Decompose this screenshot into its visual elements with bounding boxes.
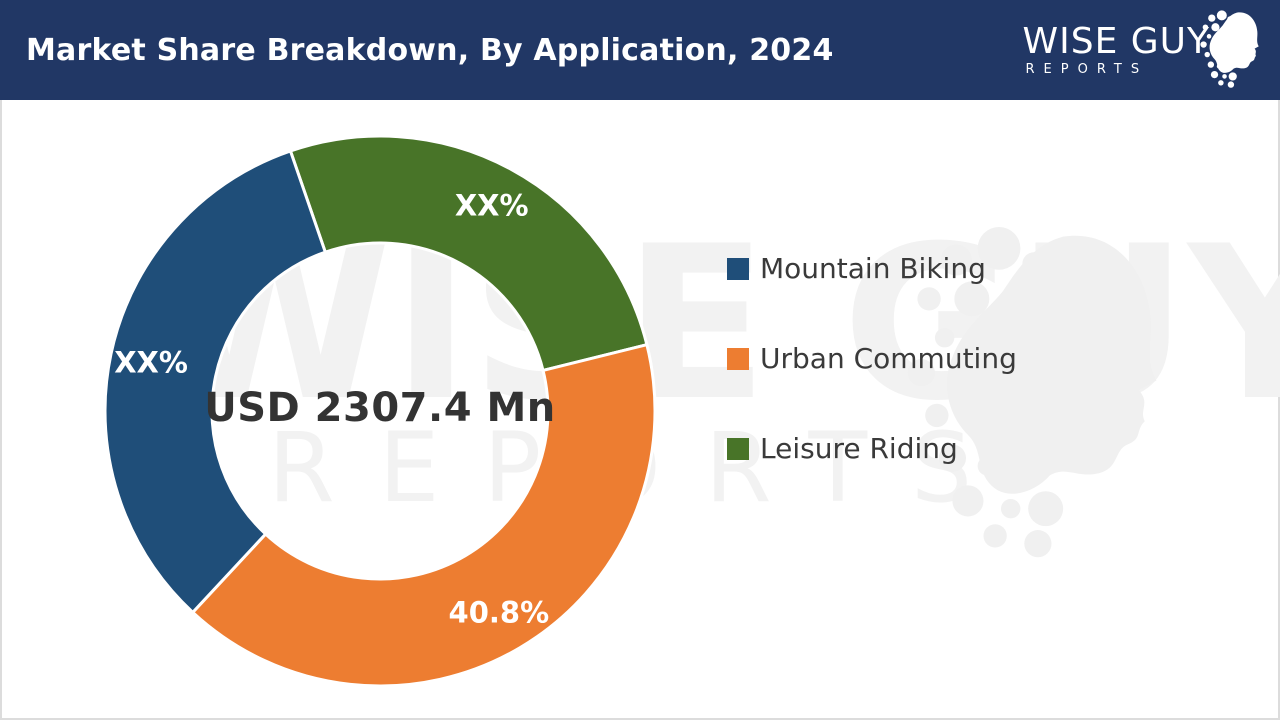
slice-value-label: XX% xyxy=(114,346,188,380)
donut-segment-mountain-biking xyxy=(103,149,328,615)
legend-item-urban-commuting: Urban Commuting xyxy=(727,342,1017,376)
logo-reports-text: REPORTS xyxy=(1025,62,1149,78)
legend-label: Mountain Biking xyxy=(760,252,986,285)
chart-legend: Mountain Biking Urban Commuting Leisure … xyxy=(727,252,1017,522)
donut-chart: XX% 40.8% XX% xyxy=(103,134,657,688)
slice-value-label: 40.8% xyxy=(449,596,550,630)
legend-swatch xyxy=(727,348,749,370)
header-bar: Market Share Breakdown, By Application, … xyxy=(0,0,1280,100)
wise-guy-logo: WISE GUY REPORTS xyxy=(1023,8,1265,92)
chart-center-value: USD 2307.4 Mn xyxy=(204,385,556,431)
legend-item-mountain-biking: Mountain Biking xyxy=(727,252,1017,286)
legend-item-leisure-riding: Leisure Riding xyxy=(727,432,1017,466)
logo-brand-text: WISE GUY xyxy=(1022,20,1210,62)
legend-swatch xyxy=(727,438,749,460)
page-title: Market Share Breakdown, By Application, … xyxy=(26,32,834,68)
legend-label: Leisure Riding xyxy=(760,432,958,465)
donut-segment-leisure-riding xyxy=(288,134,649,373)
slice-value-label: XX% xyxy=(455,189,529,223)
donut-segment-urban-commuting xyxy=(190,342,657,688)
logo-head-icon xyxy=(1196,9,1264,91)
legend-swatch xyxy=(727,258,749,280)
legend-label: Urban Commuting xyxy=(760,342,1017,375)
